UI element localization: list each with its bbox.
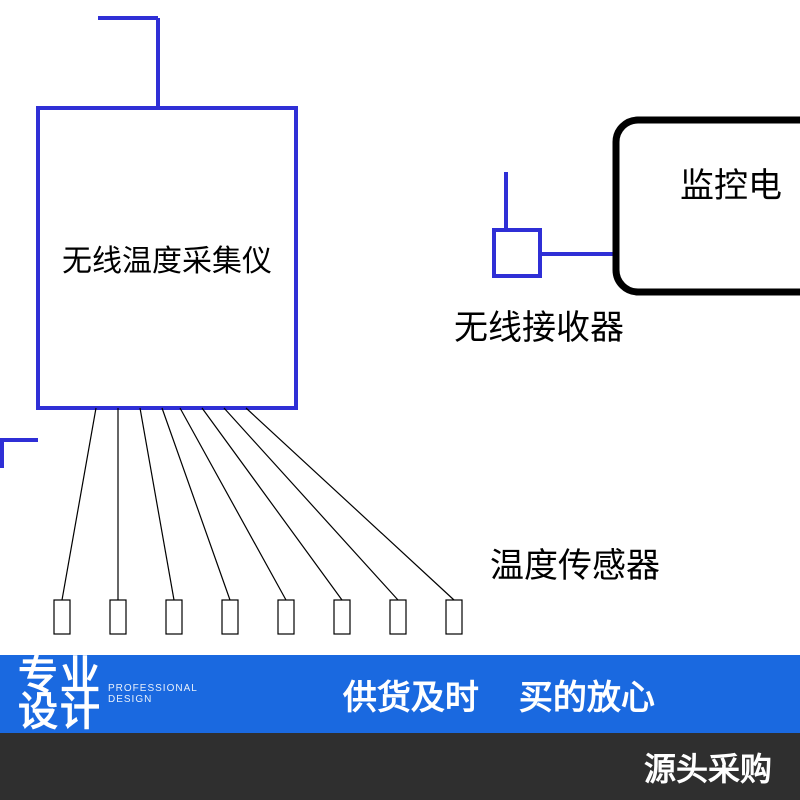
diagram-canvas: 无线温度采集仪 监控电 无线接收器 温度传感器 专业 设计 PROFESSION… — [0, 0, 800, 800]
banner-mid2: 买的放心 — [519, 670, 655, 719]
collector-label-box: 无线温度采集仪 — [38, 108, 296, 408]
collector-label: 无线温度采集仪 — [62, 236, 272, 280]
sensor-fanout — [54, 408, 462, 634]
banner-left-en2: DESIGN — [108, 694, 198, 705]
receiver-label: 无线接收器 — [454, 300, 624, 349]
receiver-box — [494, 230, 540, 276]
promo-banner-dark: 源头采购 — [0, 733, 800, 800]
banner-mid1: 供货及时 — [343, 670, 479, 719]
banner-left-en1: PROFESSIONAL — [108, 683, 198, 694]
banner-left-sub: 设计 — [18, 692, 102, 732]
promo-banner-blue: 专业 设计 PROFESSIONAL DESIGN 供货及时 买的放心 — [0, 655, 800, 733]
banner-bottom-text: 源头采购 — [644, 744, 772, 790]
monitor-label: 监控电 — [680, 158, 782, 207]
sensor-label: 温度传感器 — [490, 538, 660, 587]
